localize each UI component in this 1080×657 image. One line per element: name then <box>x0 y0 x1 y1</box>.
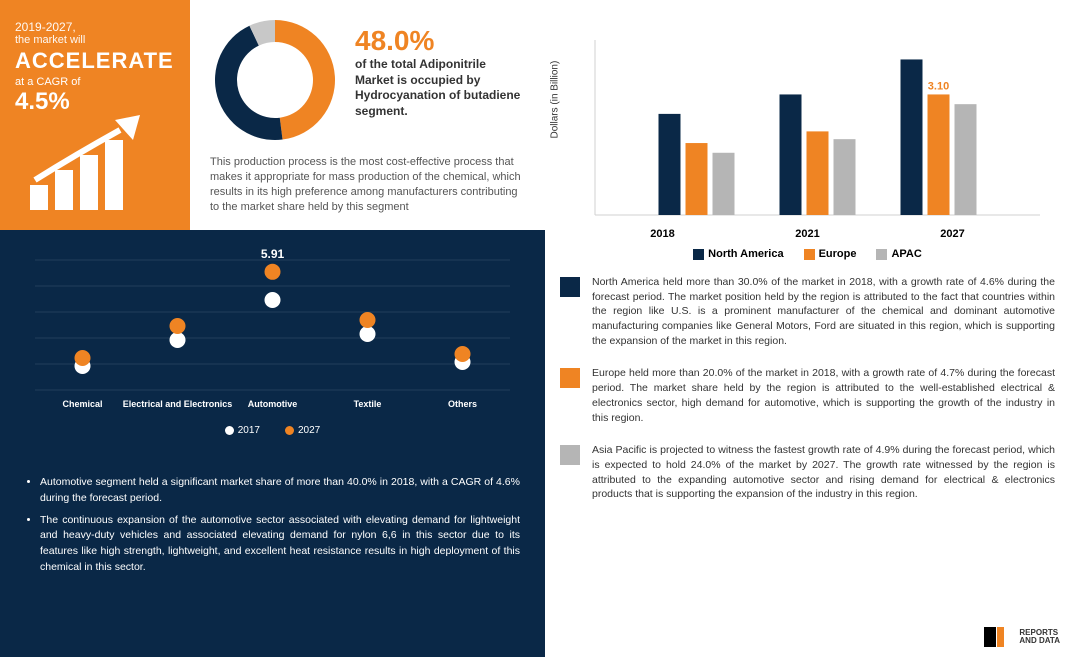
bullet-item: Automotive segment held a significant ma… <box>40 475 520 507</box>
donut-panel: 48.0% of the total Adiponitrile Market i… <box>190 0 545 230</box>
donut-pct: 48.0% <box>355 25 525 57</box>
svg-text:Electrical and Electronics: Electrical and Electronics <box>123 399 233 409</box>
svg-text:Chemical: Chemical <box>62 399 102 409</box>
accel-sub2: at a CAGR of <box>15 76 175 88</box>
strip-legend: 2017 2027 <box>25 425 520 436</box>
svg-text:Automotive: Automotive <box>248 399 298 409</box>
bar-xlabel: 2027 <box>940 228 964 240</box>
accel-sub1: the market will <box>15 34 175 46</box>
region-text: North America held more than 30.0% of th… <box>592 275 1055 348</box>
svg-text:Textile: Textile <box>354 399 382 409</box>
legend-item: APAC <box>876 248 921 260</box>
donut-paragraph: This production process is the most cost… <box>210 155 525 214</box>
bullets-panel: Automotive segment held a significant ma… <box>0 465 545 657</box>
legend-item: 2027 <box>285 425 320 436</box>
region-item: Asia Pacific is projected to witness the… <box>560 443 1055 502</box>
bar-legend: North America Europe APAC <box>560 248 1055 260</box>
accel-years: 2019-2027, <box>15 20 175 34</box>
logo-line2: AND DATA <box>1019 637 1060 645</box>
bar-ylabel: Dollars (in Billion) <box>550 60 561 138</box>
bar-xlabels: 2018 2021 2027 <box>560 228 1055 240</box>
accel-pct: 4.5% <box>15 88 175 116</box>
region-swatch <box>560 277 580 297</box>
legend-item: North America <box>693 248 783 260</box>
accel-headline: ACCELERATE <box>15 48 175 74</box>
logo-icon <box>984 627 1014 647</box>
bar-chart-panel: Dollars (in Billion) 3.10 201820212027 N… <box>560 30 1055 255</box>
regions-panel: North America held more than 30.0% of th… <box>560 275 1055 502</box>
donut-caption: of the total Adiponitrile Market is occu… <box>355 57 525 119</box>
bar-xlabel: 2018 <box>650 228 674 240</box>
bar-chart: 3.10 <box>560 30 1055 225</box>
growth-arrow-icon <box>25 115 165 215</box>
svg-text:Others: Others <box>448 399 477 409</box>
legend-item: Europe <box>804 248 857 260</box>
legend-item: 2017 <box>225 425 260 436</box>
bullet-item: The continuous expansion of the automoti… <box>40 513 520 576</box>
region-text: Asia Pacific is projected to witness the… <box>592 443 1055 502</box>
donut-chart <box>210 15 340 145</box>
bullets-list: Automotive segment held a significant ma… <box>25 475 520 576</box>
accelerate-panel: 2019-2027, the market will ACCELERATE at… <box>0 0 190 230</box>
region-swatch <box>560 368 580 388</box>
svg-text:3.10: 3.10 <box>928 80 949 92</box>
strip-chart-panel: Chemical Electrical and Electronics Automo… <box>0 230 545 465</box>
region-text: Europe held more than 20.0% of the marke… <box>592 366 1055 425</box>
svg-text:5.91: 5.91 <box>261 247 285 261</box>
region-item: Europe held more than 20.0% of the marke… <box>560 366 1055 425</box>
brand-logo: REPORTS AND DATA <box>984 627 1060 647</box>
bar-xlabel: 2021 <box>795 228 819 240</box>
region-swatch <box>560 445 580 465</box>
strip-chart: Chemical Electrical and Electronics Automo… <box>25 245 520 415</box>
region-item: North America held more than 30.0% of th… <box>560 275 1055 348</box>
